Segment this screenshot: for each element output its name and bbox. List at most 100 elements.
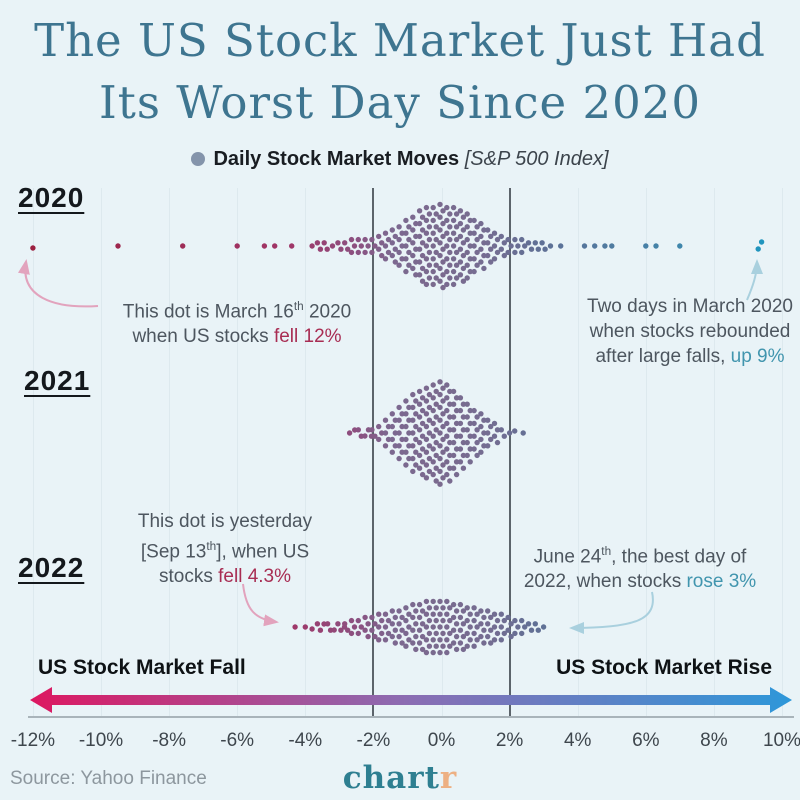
daily-move-dot (447, 262, 453, 268)
daily-move-dot (385, 249, 392, 256)
daily-move-dot (376, 624, 382, 630)
daily-move-dot (440, 272, 446, 278)
daily-move-dot (450, 414, 457, 420)
daily-move-dot (413, 398, 419, 404)
daily-move-dot (464, 249, 470, 256)
x-tick-label: -2% (356, 730, 391, 751)
daily-move-dot (460, 227, 467, 233)
daily-move-dot (423, 411, 430, 417)
daily-move-dot (426, 430, 433, 436)
daily-move-dot (430, 598, 436, 605)
daily-move-dot (379, 240, 385, 246)
annotation-text: after large falls, (595, 346, 731, 367)
daily-move-dot (478, 633, 484, 640)
daily-move-dot (535, 627, 541, 633)
daily-move-dot (447, 605, 453, 611)
daily-move-dot (410, 252, 416, 259)
daily-move-dot (396, 621, 402, 627)
daily-move-dot (558, 243, 564, 249)
daily-move-dot (592, 243, 598, 249)
daily-move-dot (471, 433, 477, 439)
daily-move-dot (471, 268, 477, 275)
daily-move-dot (309, 626, 315, 632)
daily-move-dot (494, 427, 501, 433)
daily-move-dot (464, 262, 470, 268)
daily-move-dot (399, 423, 405, 430)
daily-move-dot (542, 246, 548, 252)
daily-move-dot (423, 243, 430, 249)
daily-move-dot (115, 243, 121, 249)
daily-move-dot (440, 208, 446, 214)
daily-move-dot (471, 407, 477, 414)
daily-move-dot (389, 411, 395, 417)
daily-move-dot (488, 614, 494, 621)
daily-move-dot (419, 407, 426, 414)
daily-move-dot (440, 398, 446, 404)
daily-move-dot (474, 236, 480, 243)
daily-move-dot (345, 246, 351, 252)
daily-move-dot (399, 243, 405, 249)
daily-move-dot (467, 243, 473, 249)
daily-move-dot (481, 627, 487, 633)
daily-move-dot (30, 245, 36, 251)
daily-move-dot (457, 259, 464, 265)
daily-move-dot (416, 272, 423, 278)
daily-move-dot (460, 278, 467, 284)
daily-move-dot (292, 624, 298, 630)
year-label-2020: 2020 (18, 182, 85, 213)
daily-move-dot (444, 281, 450, 288)
daily-move-dot (488, 627, 494, 633)
daily-move-dot (444, 243, 450, 249)
daily-move-dot (419, 240, 426, 246)
daily-move-dot (485, 430, 491, 436)
annotation-arrow-sep13 (242, 583, 279, 627)
daily-move-dot (426, 468, 433, 475)
daily-move-dot (392, 233, 398, 240)
daily-move-dot (498, 637, 504, 643)
daily-move-dot (396, 455, 402, 462)
daily-move-dot (416, 246, 423, 252)
daily-move-dot (440, 246, 446, 252)
daily-move-dot (474, 249, 480, 256)
daily-move-dot (365, 633, 371, 640)
daily-move-dot (369, 236, 375, 243)
daily-move-dot (522, 243, 528, 249)
daily-move-dot (410, 430, 416, 436)
daily-move-dot (382, 443, 389, 449)
daily-move-dot (324, 246, 330, 252)
daily-move-dot (423, 449, 430, 455)
daily-move-dot (444, 382, 450, 388)
daily-move-dot (440, 233, 446, 240)
daily-move-dot (460, 214, 467, 220)
daily-move-dot (478, 411, 484, 417)
daily-move-dot (399, 411, 405, 417)
daily-move-dot (505, 614, 511, 621)
daily-move-dot (376, 233, 382, 240)
daily-move-dot (365, 621, 371, 627)
daily-move-dot (399, 256, 405, 262)
daily-move-dot (501, 240, 507, 246)
daily-move-dot (450, 439, 457, 446)
daily-move-dot (488, 259, 494, 265)
daily-move-dot (481, 640, 487, 646)
daily-move-dot (532, 240, 538, 246)
daily-move-dot (416, 601, 423, 608)
daily-move-dot (355, 236, 361, 243)
daily-move-dot (450, 388, 457, 395)
daily-move-dot (460, 252, 467, 259)
legend-dot-icon (191, 152, 206, 166)
daily-move-dot (437, 379, 443, 385)
daily-move-dot (403, 462, 409, 468)
daily-move-dot (430, 230, 436, 236)
daily-move-dot (426, 275, 433, 281)
daily-move-dot (481, 443, 487, 449)
daily-move-dot (485, 608, 491, 614)
daily-move-dot (433, 262, 439, 268)
daily-move-dot (450, 452, 457, 459)
annotation-text: This dot is March 16 (122, 301, 294, 323)
daily-move-dot (488, 423, 494, 430)
daily-move-dot (467, 433, 473, 439)
daily-move-dot (444, 459, 450, 465)
daily-move-dot (501, 617, 507, 624)
daily-move-dot (419, 420, 426, 427)
